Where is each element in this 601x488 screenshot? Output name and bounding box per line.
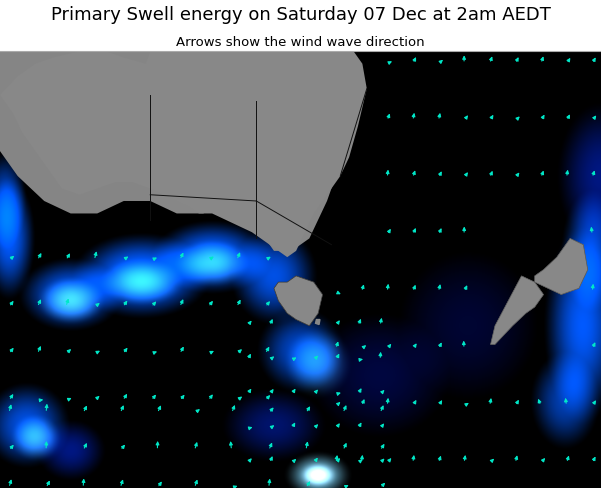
Polygon shape — [535, 239, 588, 295]
Polygon shape — [316, 320, 320, 325]
Polygon shape — [0, 51, 367, 257]
Polygon shape — [535, 239, 588, 295]
Polygon shape — [490, 276, 543, 345]
Polygon shape — [0, 51, 150, 213]
Polygon shape — [490, 276, 543, 345]
Polygon shape — [274, 276, 323, 326]
Polygon shape — [274, 276, 323, 326]
Text: Primary Swell energy on Saturday 07 Dec at 2am AEDT: Primary Swell energy on Saturday 07 Dec … — [50, 6, 551, 24]
Polygon shape — [256, 51, 353, 251]
Polygon shape — [150, 51, 256, 213]
Text: Arrows show the wind wave direction: Arrows show the wind wave direction — [176, 36, 425, 48]
